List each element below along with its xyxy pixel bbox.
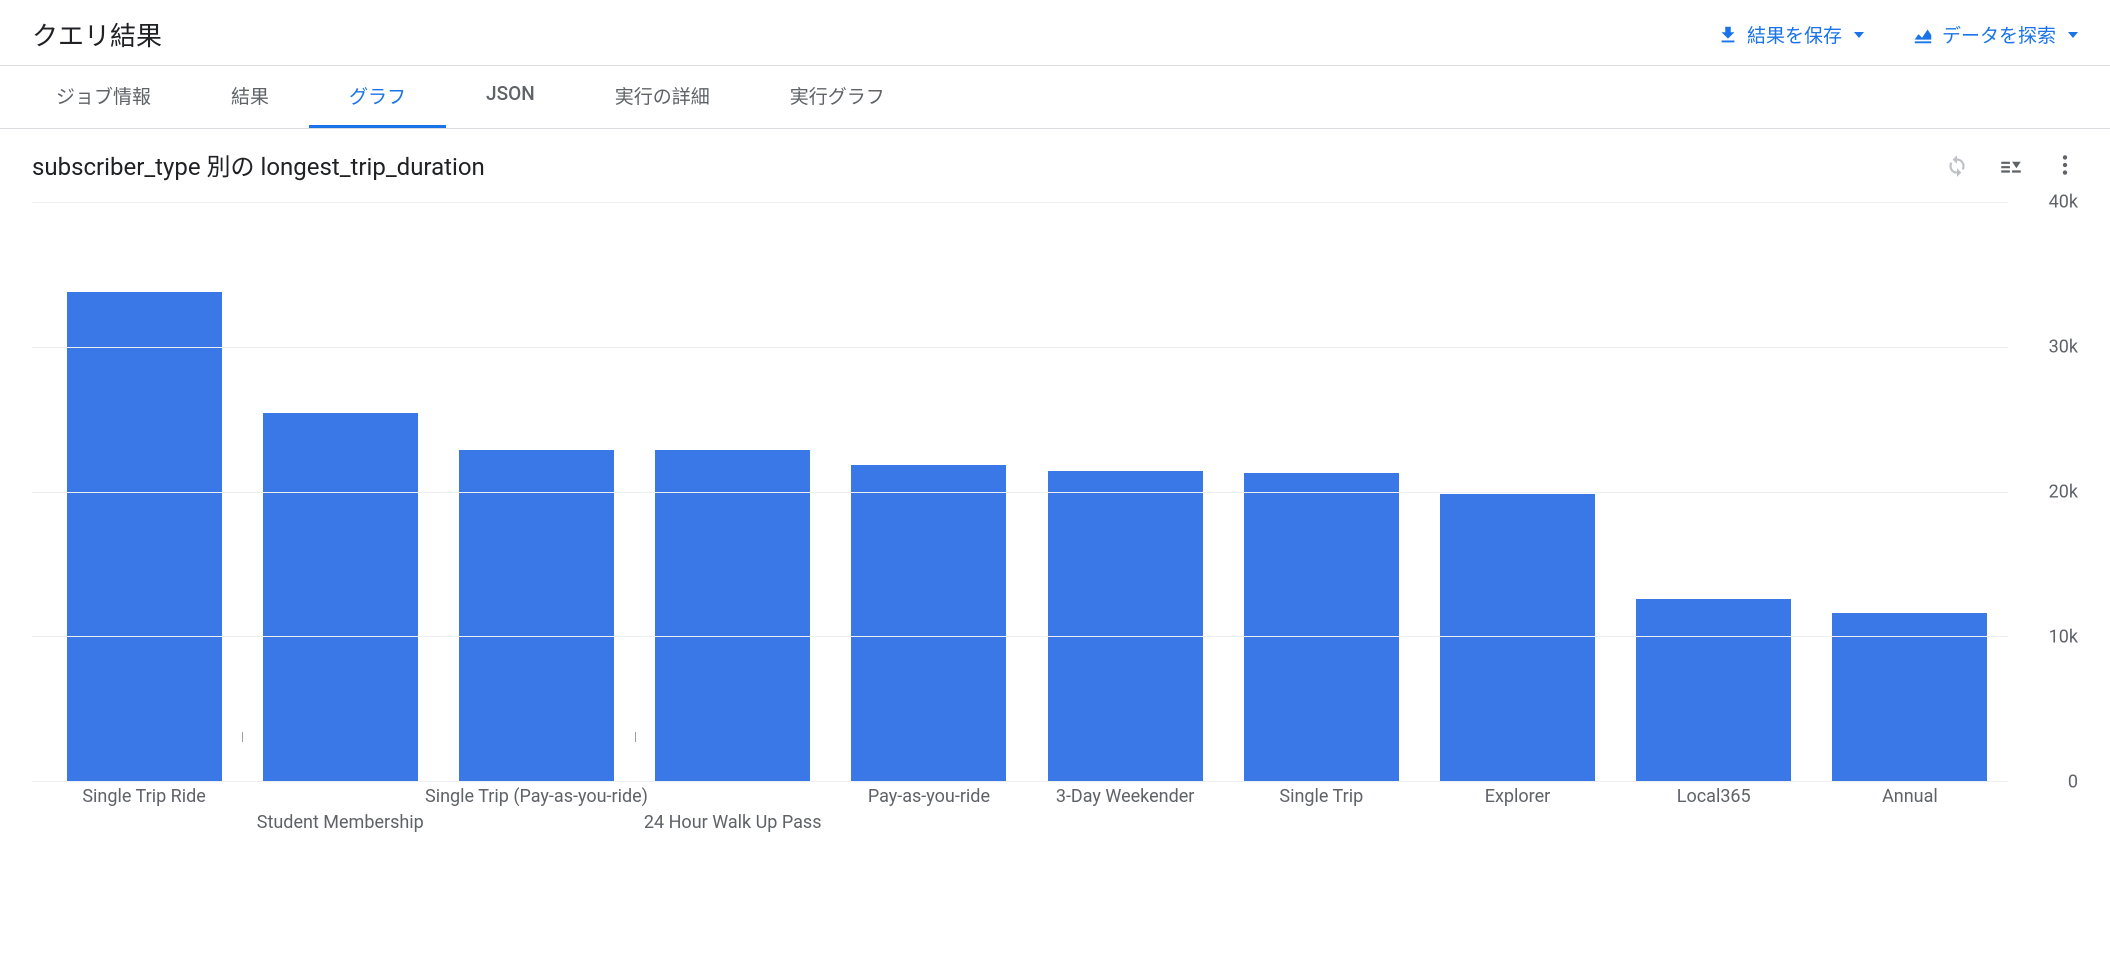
page-title: クエリ結果 [32,16,162,53]
y-tick-label: 0 [2068,772,2078,793]
bar[interactable] [1832,613,1987,781]
explore-icon [1912,24,1934,46]
tab-0[interactable]: ジョブ情報 [16,66,191,128]
tabs: ジョブ情報結果グラフJSON実行の詳細実行グラフ [0,65,2110,129]
chart-area: 0 10k 20k 30k 40k Single Trip Ride Student Me… [0,182,2110,842]
caret-down-icon [2068,32,2078,38]
more-vert-icon[interactable] [2052,152,2078,178]
plot-inner [32,202,2008,782]
gridline [32,492,2008,493]
header: クエリ結果 結果を保存 データを探索 [0,0,2110,65]
tab-5[interactable]: 実行グラフ [750,66,925,128]
x-tick-label: 3-Day Weekender [1056,786,1195,807]
tab-4[interactable]: 実行の詳細 [575,66,750,128]
chart-title: subscriber_type 別の longest_trip_duration [32,147,485,182]
bar[interactable] [851,465,1006,781]
y-tick-label: 30k [2049,337,2078,358]
explore-data-label: データを探索 [1942,21,2056,48]
legend-icon[interactable] [1998,152,2024,178]
chart-plot: 010k20k30k40k Single Trip RideStudent Me… [32,202,2078,832]
bar[interactable] [1440,494,1595,781]
x-tick-label: Local365 [1677,786,1751,807]
save-results-label: 結果を保存 [1747,21,1842,48]
bar[interactable] [1244,473,1399,781]
bar[interactable] [655,450,810,781]
x-tick-label: Student Membership [257,812,424,833]
header-actions: 結果を保存 データを探索 [1717,21,2078,48]
x-tick-label: Explorer [1485,786,1551,807]
bar[interactable] [1636,599,1791,781]
explore-data-button[interactable]: データを探索 [1912,21,2078,48]
chart-header: subscriber_type 別の longest_trip_duration [0,129,2110,182]
chart-tools [1944,152,2078,178]
gridline [32,202,2008,203]
gridline [32,636,2008,637]
tab-3[interactable]: JSON [446,66,575,128]
x-tick-label: Pay-as-you-ride [868,786,990,807]
y-tick-label: 40k [2049,192,2078,213]
bar[interactable] [459,450,614,781]
caret-down-icon [1854,32,1864,38]
gridline [32,347,2008,348]
bar[interactable] [263,413,418,781]
x-tick-label: 24 Hour Walk Up Pass [644,812,822,833]
x-tick-label: Single Trip [1279,786,1363,807]
bar[interactable] [67,292,222,781]
y-tick-label: 20k [2049,482,2078,503]
save-results-button[interactable]: 結果を保存 [1717,21,1864,48]
refresh-icon[interactable] [1944,152,1970,178]
tab-2[interactable]: グラフ [309,66,446,128]
x-tick-mark [635,732,636,742]
x-tick-label: Single Trip (Pay-as-you-ride) [425,786,648,807]
y-tick-label: 10k [2049,627,2078,648]
x-tick-label: Single Trip Ride [82,786,205,807]
download-icon [1717,24,1739,46]
tab-1[interactable]: 結果 [191,66,309,128]
bar[interactable] [1048,471,1203,781]
x-tick-mark [242,732,243,742]
x-axis: Single Trip RideStudent MembershipSingle… [32,782,2008,832]
x-tick-label: Annual [1882,786,1938,807]
